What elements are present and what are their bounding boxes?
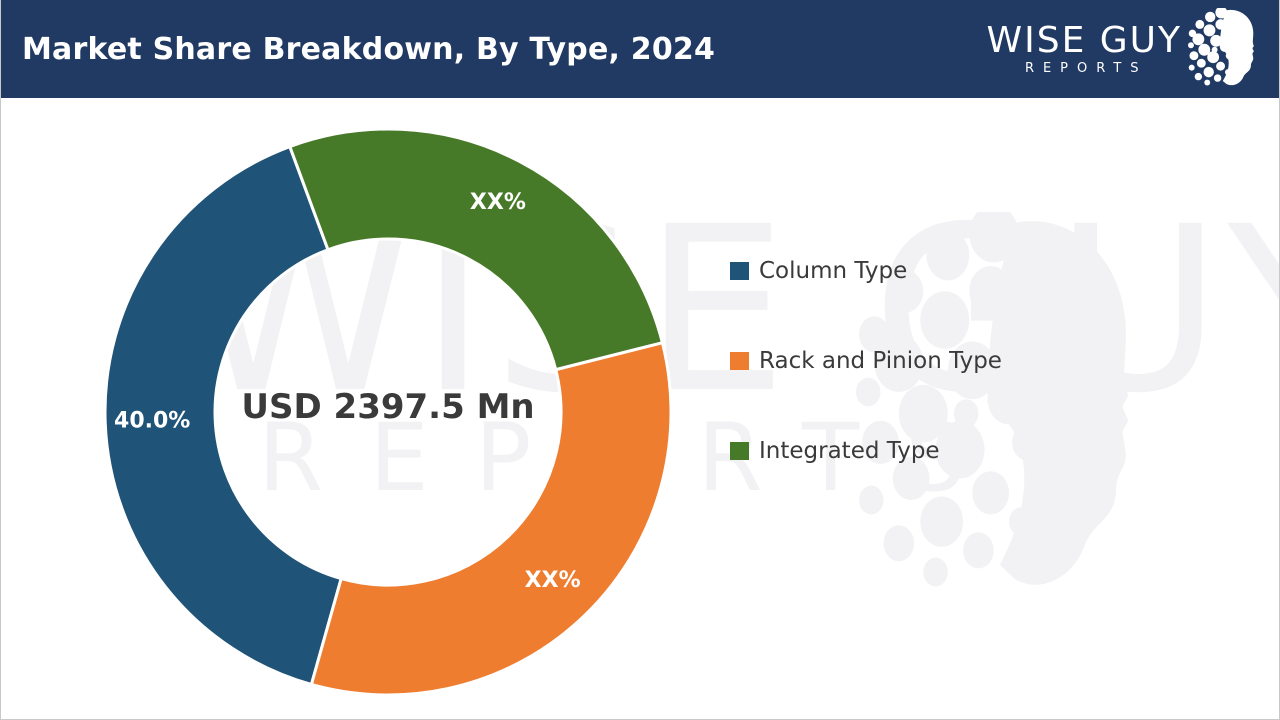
legend-swatch [730,352,749,370]
wiseguy-face-icon [1188,6,1262,90]
donut-slice [309,341,673,697]
legend-swatch [730,262,749,280]
chart-center-value: USD 2397.5 Mn [241,387,535,427]
legend-label: Column Type [759,257,908,284]
legend-label: Integrated Type [759,437,940,464]
legend-item: Integrated Type [730,436,1002,466]
logo-line1: WISE GUY [986,20,1182,62]
chart-legend: Column Type Rack and Pinion Type Integrate… [730,256,1002,526]
legend-label: Rack and Pinion Type [759,347,1002,374]
wiseguy-logo: WISE GUY REPORTS [987,6,1263,90]
slice-label: XX% [525,568,581,593]
donut-slice [103,145,343,686]
legend-swatch [730,442,749,460]
logo-wordmark: WISE GUY REPORTS [987,22,1183,76]
header: Market Share Breakdown, By Type, 2024 WI… [0,0,1280,98]
legend-item: Column Type [730,256,1002,286]
slice-label: XX% [470,190,526,215]
slice-label: 40.0% [114,408,190,433]
page-title: Market Share Breakdown, By Type, 2024 [22,31,716,67]
logo-line2: REPORTS [1024,60,1148,76]
legend-item: Rack and Pinion Type [730,346,1002,376]
donut-slice [288,127,664,372]
